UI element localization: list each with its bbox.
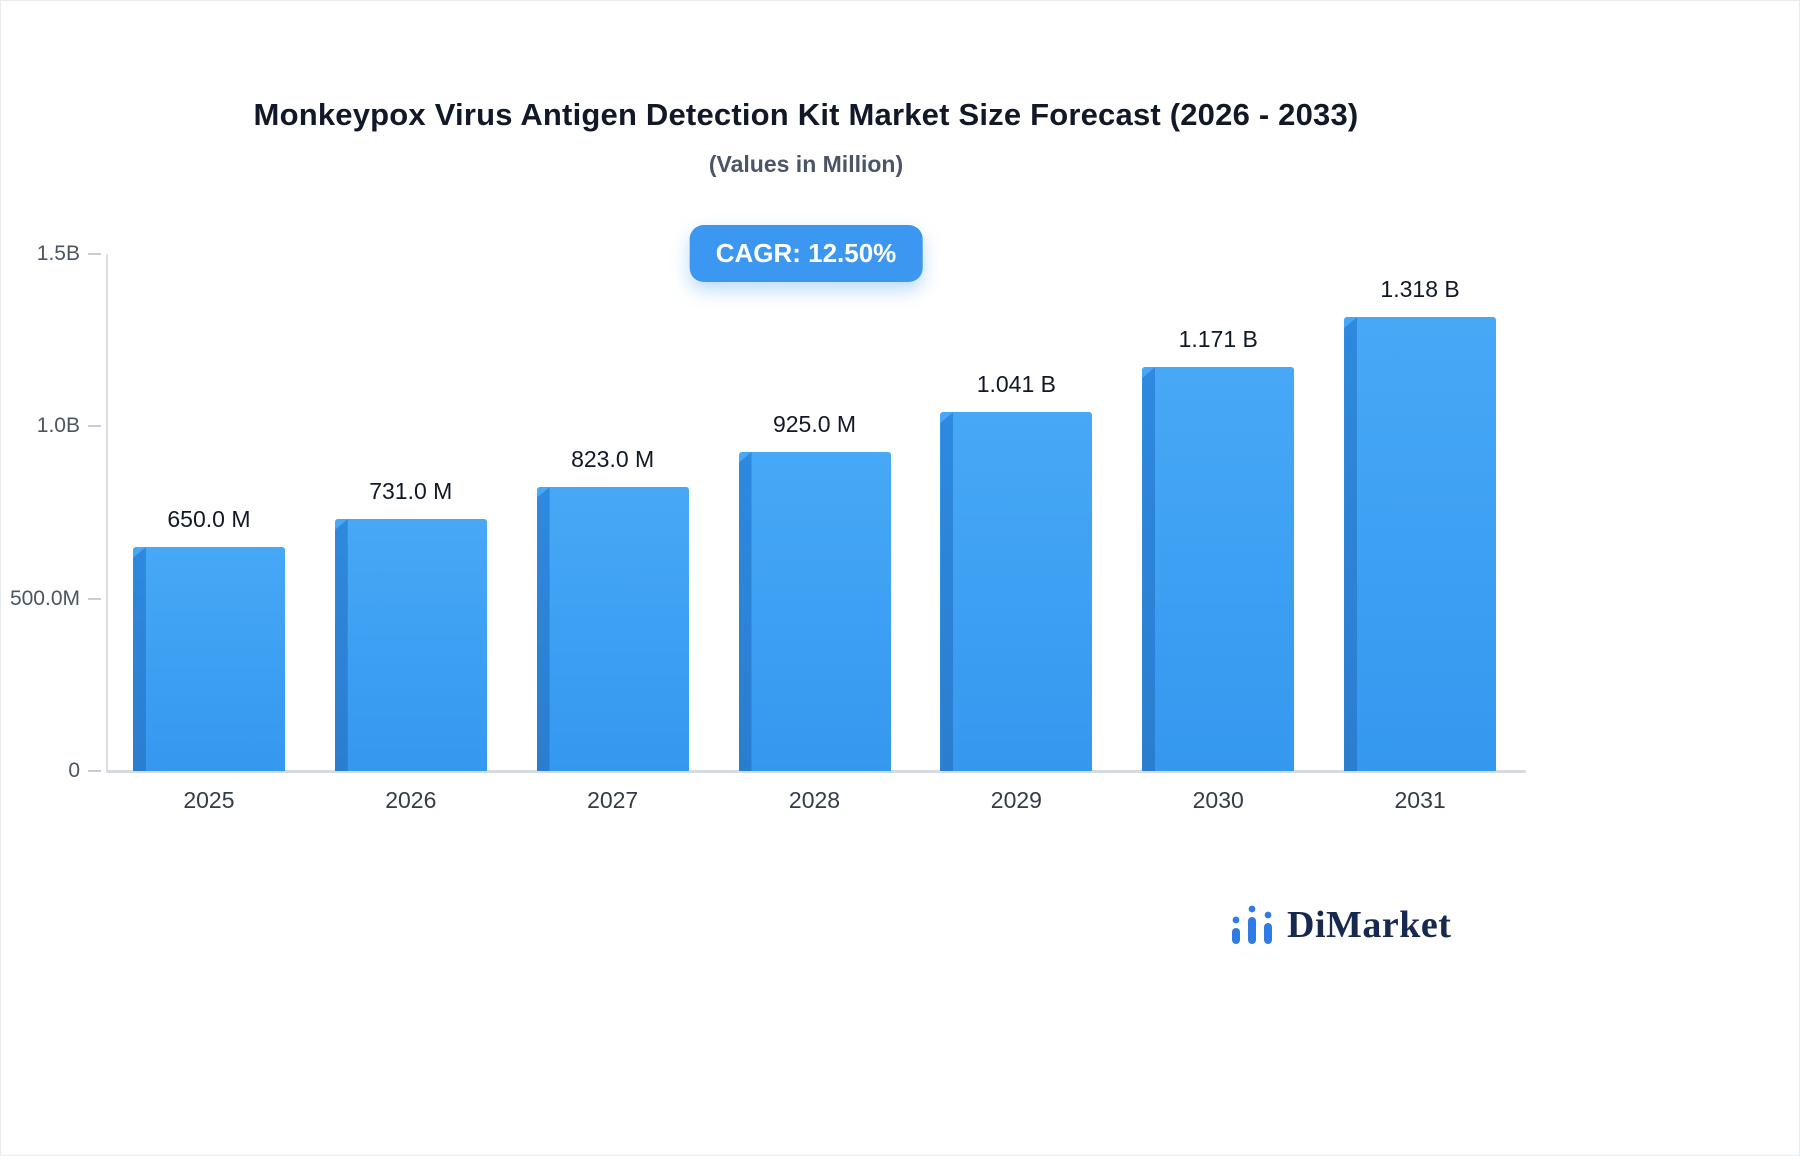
bar-value-label: 1.318 B (1380, 276, 1460, 302)
bar-value-label: 1.171 B (1178, 326, 1258, 352)
brand-logo: DiMarket (1229, 903, 1451, 947)
bar-value-label: 650.0 M (167, 506, 251, 532)
x-axis-line (106, 770, 1526, 773)
x-axis-category-label: 2025 (183, 787, 235, 813)
bar-slot: 1.041 B 2029 (915, 254, 1117, 813)
bar-slot: 650.0 M 2025 (108, 254, 310, 813)
bar-slot: 925.0 M 2028 (714, 254, 916, 813)
y-axis-tick (88, 425, 101, 428)
dimarket-logo-icon (1229, 903, 1275, 947)
chart-title: Monkeypox Virus Antigen Detection Kit Ma… (253, 97, 1359, 132)
x-axis-category-label: 2030 (1192, 787, 1244, 813)
bar-2031 (1344, 317, 1497, 771)
x-axis-category-label: 2027 (587, 787, 639, 813)
bar-2028 (738, 452, 891, 771)
x-axis-category-label: 2026 (385, 787, 437, 813)
bars-container: 650.0 M 2025 731.0 M 2026 823.0 M 2027 925.0 M… (108, 254, 1521, 813)
y-axis-tick (88, 253, 101, 255)
y-axis-tick-label: 500.0M (9, 586, 80, 610)
chart-subtitle: (Values in Million) (708, 151, 904, 177)
bar-slot: 823.0 M 2027 (512, 254, 714, 813)
y-axis-tick (88, 770, 101, 772)
cagr-badge: CAGR: 12.50% (689, 225, 923, 282)
bar-2027 (536, 487, 689, 771)
bar-slot: 1.171 B 2030 (1117, 254, 1319, 813)
bar-2030 (1142, 367, 1295, 771)
bar-slot: 1.318 B 2031 (1319, 254, 1521, 813)
y-axis-tick (88, 597, 101, 600)
logo-text: DiMarket (1287, 904, 1452, 946)
y-axis-line (106, 254, 108, 771)
bar-slot: 731.0 M 2026 (310, 254, 512, 813)
plot-area: 650.0 M 2025 731.0 M 2026 823.0 M 2027 925.0 M… (10, 242, 1526, 813)
chart-content: Monkeypox Virus Antigen Detection Kit Ma… (1, 1, 1611, 1155)
x-axis-category-label: 2028 (788, 787, 841, 813)
y-axis-tick-label: 0 (68, 759, 80, 782)
bar-2025 (132, 547, 285, 771)
bar-2029 (940, 412, 1093, 771)
x-axis-category-label: 2029 (990, 787, 1042, 813)
bar-2026 (334, 519, 487, 771)
bar-value-label: 823.0 M (571, 446, 655, 472)
y-axis-tick-label: 1.0B (36, 414, 80, 438)
y-axis-tick-label: 1.5B (36, 242, 80, 265)
x-axis-category-label: 2031 (1394, 787, 1446, 813)
bar-value-label: 731.0 M (369, 478, 453, 504)
bar-value-label: 925.0 M (772, 411, 857, 437)
bar-value-label: 1.041 B (976, 371, 1057, 397)
